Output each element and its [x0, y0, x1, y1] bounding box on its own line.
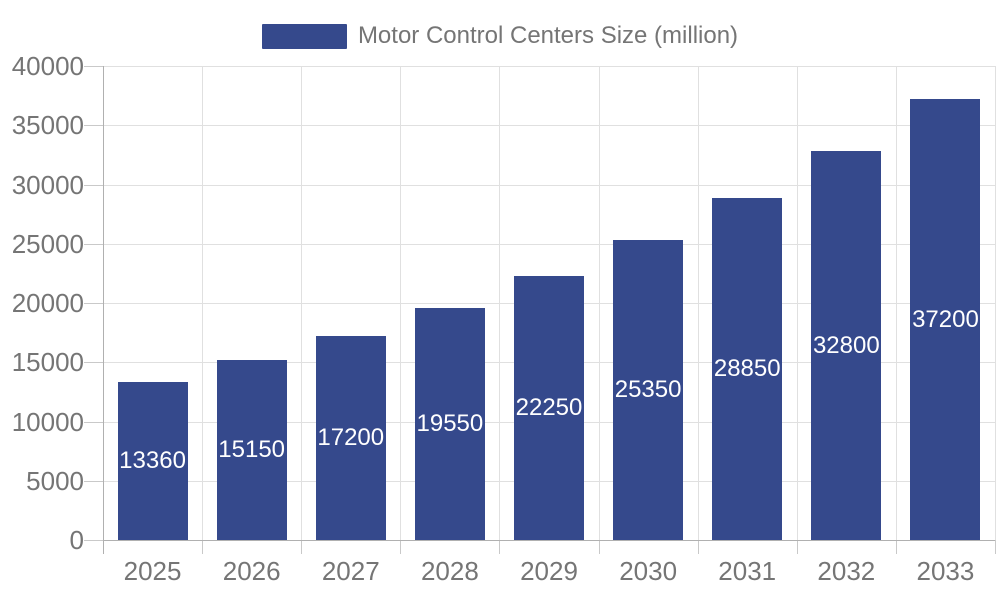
- bar-2029: 22250: [514, 276, 584, 540]
- x-axis-tick: [895, 540, 897, 554]
- x-axis-tick: [499, 540, 501, 554]
- y-axis-tick-label: 25000: [11, 228, 84, 259]
- x-axis-category-label: 2028: [420, 556, 479, 586]
- y-axis-tick-label: 0: [69, 525, 84, 555]
- y-axis-tick: [84, 125, 103, 127]
- x-axis-category-label: 2029: [520, 556, 578, 586]
- bar-value-label: 15150: [218, 436, 286, 464]
- y-axis-tick: [84, 243, 103, 245]
- x-axis-category-label: 2032: [817, 556, 876, 586]
- bar-2028: 19550: [414, 308, 485, 540]
- bar-2030: 25350: [613, 239, 684, 540]
- y-axis-tick: [84, 421, 103, 423]
- bar-value-label: 19550: [416, 410, 484, 438]
- y-axis-tick: [84, 480, 103, 482]
- gridline-vertical: [499, 66, 501, 540]
- gridline-horizontal: [103, 66, 995, 67]
- legend: Motor Control Centers Size (million): [0, 22, 1000, 50]
- x-axis-tick: [697, 540, 699, 554]
- gridline-horizontal: [103, 243, 995, 245]
- y-axis-tick-label: 10000: [11, 406, 84, 437]
- y-axis-tick-label: 15000: [11, 347, 84, 378]
- gridline-horizontal: [103, 125, 995, 127]
- x-axis-tick: [301, 540, 303, 554]
- y-axis-tick-label: 5000: [26, 465, 84, 496]
- x-axis-category-label: 2027: [321, 556, 380, 586]
- x-axis-category-label: 2033: [916, 556, 975, 586]
- x-axis-tick: [598, 540, 600, 554]
- y-axis-tick: [84, 184, 103, 186]
- y-axis-tick-label: 40000: [11, 51, 84, 81]
- bar-value-label: 37200: [912, 305, 979, 333]
- y-axis-tick-label: 20000: [11, 288, 84, 318]
- x-axis-tick: [400, 540, 402, 554]
- bar-2027: 17200: [315, 336, 386, 540]
- bar-2031: 28850: [712, 198, 783, 540]
- x-axis-category-label: 2030: [619, 556, 678, 586]
- bar-value-label: 22250: [515, 394, 583, 422]
- y-axis-tick: [84, 66, 103, 67]
- x-axis-category-label: 2031: [718, 556, 777, 586]
- gridline-vertical: [895, 66, 897, 540]
- bar-value-label: 32800: [812, 331, 880, 359]
- bar-2026: 15150: [216, 360, 287, 540]
- bar-value-label: 25350: [614, 375, 682, 403]
- y-axis-tick-label: 35000: [11, 110, 84, 141]
- x-axis-tick: [796, 540, 798, 554]
- bar-2033: 37200: [910, 99, 981, 540]
- gridline-vertical: [995, 66, 996, 540]
- x-axis-line: [103, 540, 995, 541]
- y-axis-tick: [84, 540, 103, 541]
- gridline-vertical: [301, 66, 303, 540]
- bar-value-label: 13360: [119, 446, 186, 474]
- x-axis-category-label: 2026: [222, 556, 281, 586]
- gridline-vertical: [697, 66, 699, 540]
- legend-label: Motor Control Centers Size (million): [357, 22, 739, 49]
- y-axis-line: [103, 66, 104, 554]
- bar-value-label: 17200: [317, 424, 385, 452]
- x-axis-tick: [202, 540, 204, 554]
- gridline-vertical: [400, 66, 402, 540]
- bar-2032: 32800: [811, 151, 882, 540]
- y-axis-tick-label: 30000: [11, 169, 84, 200]
- x-axis-tick: [995, 540, 996, 554]
- bar-2025: 13360: [117, 381, 188, 540]
- y-axis-tick: [84, 303, 103, 304]
- y-axis-tick: [84, 362, 103, 364]
- legend-item[interactable]: Motor Control Centers Size (million): [261, 22, 739, 50]
- gridline-vertical: [202, 66, 204, 540]
- bar-value-label: 28850: [713, 355, 781, 383]
- x-axis-category-label: 2025: [123, 556, 182, 586]
- gridline-horizontal: [103, 184, 995, 186]
- legend-swatch: [261, 23, 347, 49]
- gridline-vertical: [598, 66, 600, 540]
- gridline-vertical: [796, 66, 798, 540]
